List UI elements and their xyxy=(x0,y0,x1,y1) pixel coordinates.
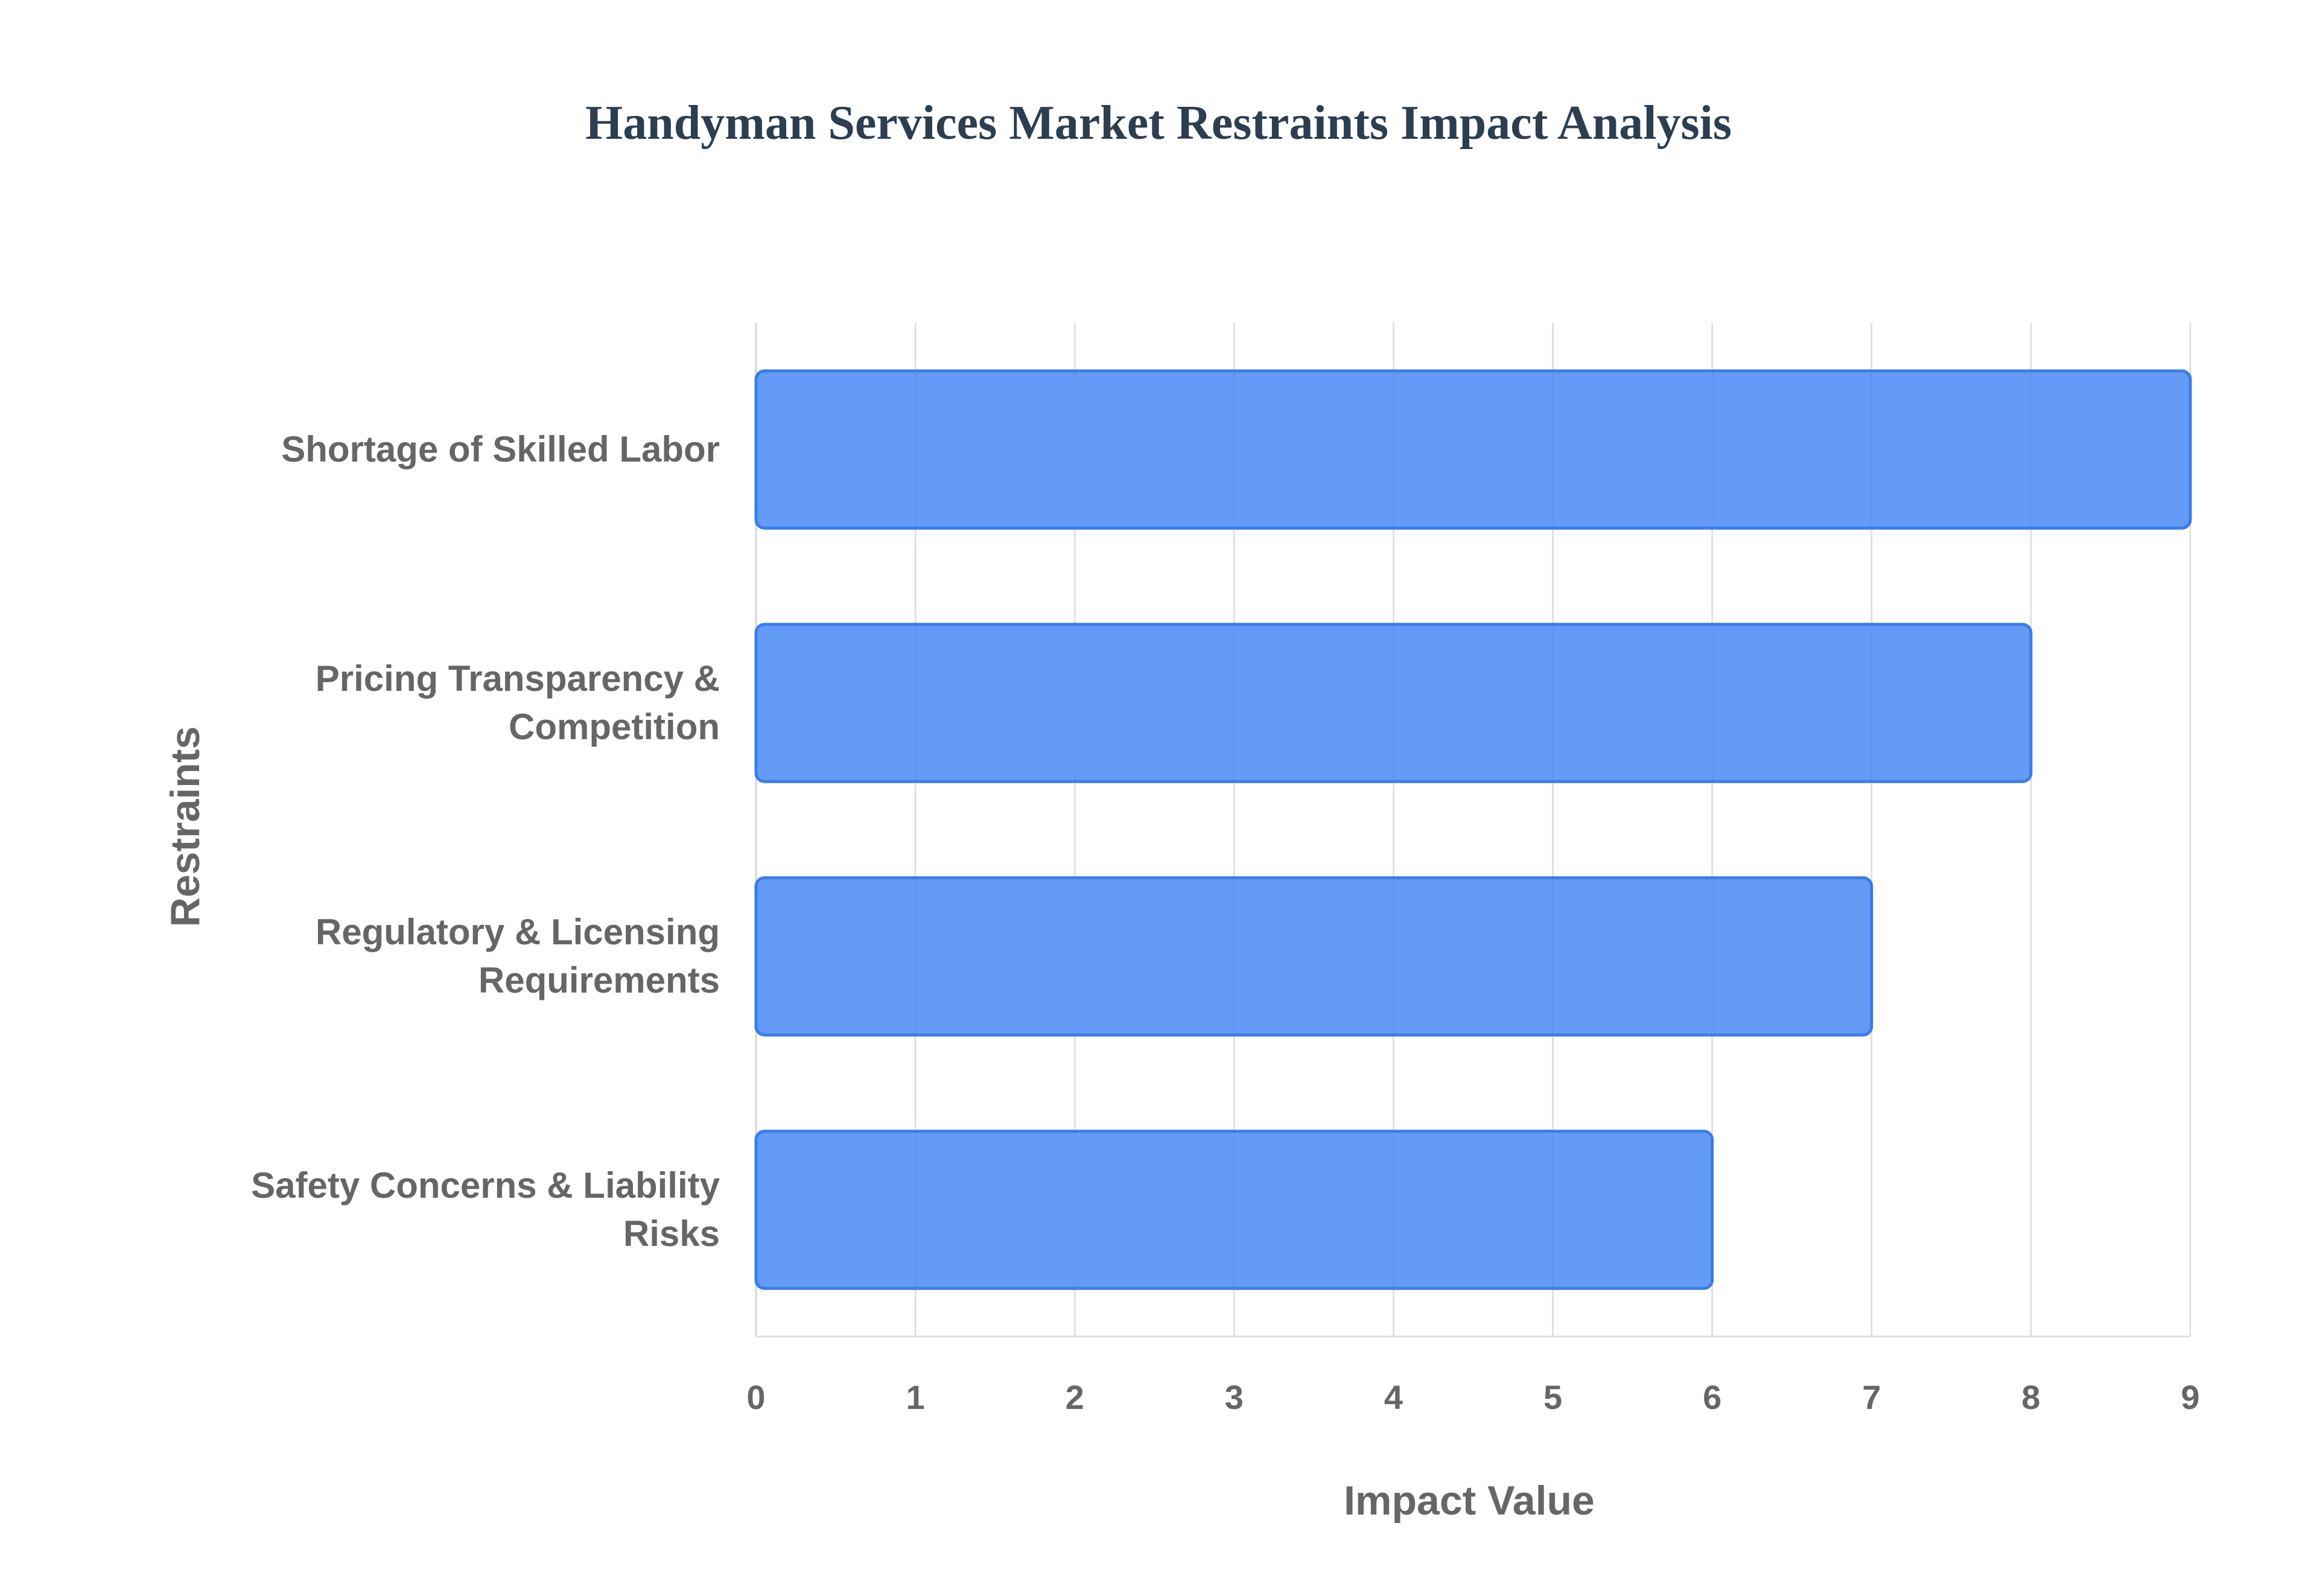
x-axis-title: Impact Value xyxy=(1344,1478,1595,1524)
x-tick-label: 5 xyxy=(1543,1378,1562,1416)
y-axis-title: Restraints xyxy=(162,726,208,927)
x-tick-label: 6 xyxy=(1703,1378,1721,1416)
bar[interactable] xyxy=(754,369,2192,530)
x-tick-label: 7 xyxy=(1862,1378,1881,1416)
y-category-label: Regulatory & Licensing Requirements xyxy=(316,912,720,1000)
bar[interactable] xyxy=(754,623,2033,783)
x-tick-label: 4 xyxy=(1384,1378,1403,1416)
y-category-label: Pricing Transparency & Competition xyxy=(316,658,720,747)
x-tick-label: 3 xyxy=(1225,1378,1244,1416)
category-labels: Shortage of Skilled Labor Pricing Transpa… xyxy=(251,429,720,1254)
x-tick-label: 2 xyxy=(1066,1378,1084,1416)
bar[interactable] xyxy=(754,876,1874,1037)
y-category-label: Shortage of Skilled Labor xyxy=(281,429,720,469)
x-tick-label: 0 xyxy=(746,1378,765,1416)
x-tick-label: 8 xyxy=(2021,1378,2040,1416)
bar[interactable] xyxy=(754,1130,1714,1290)
x-tick-label: 9 xyxy=(2181,1378,2199,1416)
bars xyxy=(754,369,2192,1290)
x-tick-label: 1 xyxy=(906,1378,925,1416)
y-category-label: Safety Concerns & Liability Risks xyxy=(251,1165,720,1254)
x-tick-labels: 0 1 2 3 4 5 6 7 8 9 xyxy=(746,1378,2199,1416)
chart-title: Handyman Services Market Restraints Impa… xyxy=(585,97,1732,150)
